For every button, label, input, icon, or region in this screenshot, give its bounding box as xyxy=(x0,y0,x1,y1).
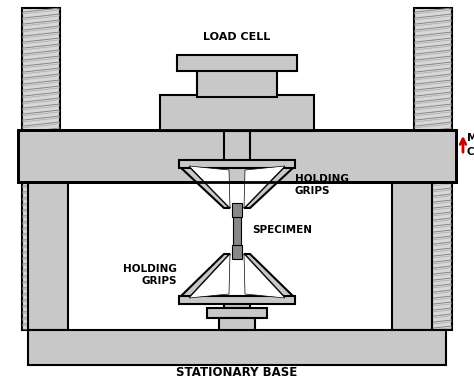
Bar xyxy=(160,95,314,131)
Text: CROSSHEAD: CROSSHEAD xyxy=(467,147,474,157)
Bar xyxy=(28,178,68,330)
Text: HOLDING
GRIPS: HOLDING GRIPS xyxy=(295,174,349,196)
Bar xyxy=(177,55,297,71)
Polygon shape xyxy=(244,254,285,298)
Bar xyxy=(179,160,295,168)
Polygon shape xyxy=(244,166,285,208)
Bar xyxy=(207,308,267,318)
Text: MOVING: MOVING xyxy=(467,133,474,143)
Polygon shape xyxy=(189,166,230,208)
Bar xyxy=(28,330,446,365)
Text: LOAD CELL: LOAD CELL xyxy=(203,32,271,42)
Text: SPECIMEN: SPECIMEN xyxy=(252,225,312,235)
Polygon shape xyxy=(244,166,295,208)
Text: HOLDING
GRIPS: HOLDING GRIPS xyxy=(123,264,177,286)
Polygon shape xyxy=(179,254,230,298)
Text: STATIONARY BASE: STATIONARY BASE xyxy=(176,365,298,379)
Bar xyxy=(233,208,241,254)
Polygon shape xyxy=(179,166,230,208)
Bar xyxy=(18,130,456,182)
Bar xyxy=(18,130,456,182)
Bar xyxy=(232,245,242,259)
Bar xyxy=(22,8,60,330)
Bar xyxy=(224,131,250,166)
Bar xyxy=(232,203,242,217)
Polygon shape xyxy=(244,254,295,298)
Bar xyxy=(179,296,295,304)
Bar xyxy=(219,318,255,330)
Bar xyxy=(414,8,452,330)
Polygon shape xyxy=(189,254,230,298)
Bar xyxy=(392,178,432,330)
Bar xyxy=(224,298,250,310)
Bar xyxy=(197,70,277,97)
